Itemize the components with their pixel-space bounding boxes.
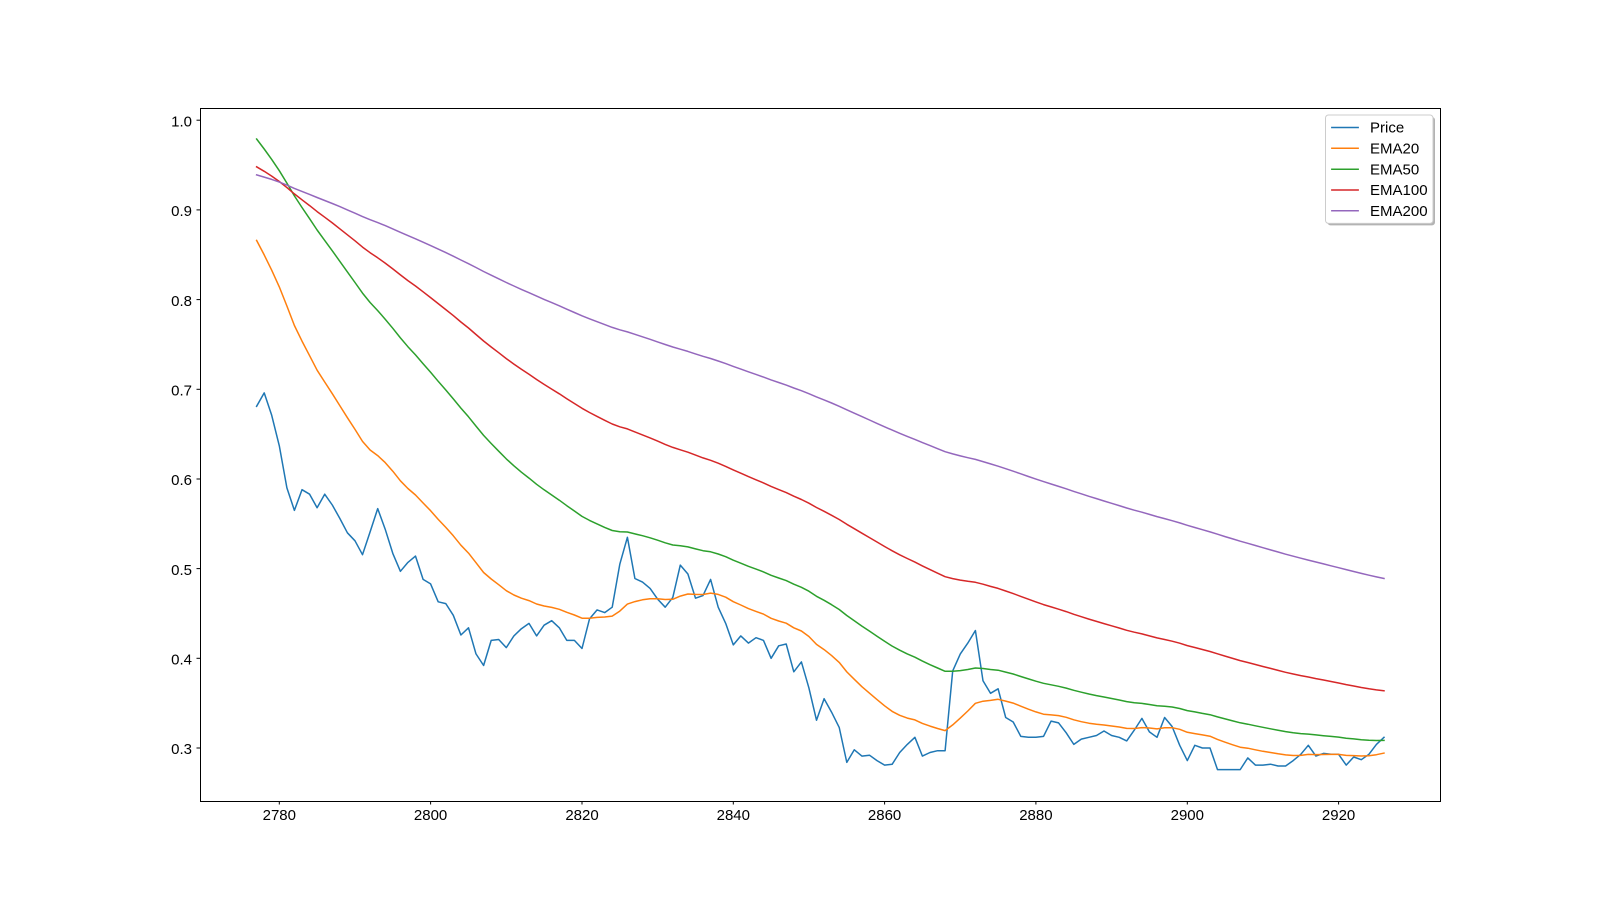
svg-text:2880: 2880 bbox=[1019, 807, 1052, 824]
svg-text:0.7: 0.7 bbox=[171, 383, 192, 400]
svg-text:2820: 2820 bbox=[565, 807, 598, 824]
svg-text:2920: 2920 bbox=[1322, 807, 1355, 824]
svg-text:0.3: 0.3 bbox=[171, 741, 192, 758]
svg-text:0.5: 0.5 bbox=[171, 562, 192, 579]
svg-text:2800: 2800 bbox=[414, 807, 447, 824]
svg-text:2780: 2780 bbox=[263, 807, 296, 824]
svg-text:2900: 2900 bbox=[1171, 807, 1204, 824]
svg-text:0.4: 0.4 bbox=[171, 652, 192, 669]
svg-text:Price: Price bbox=[1370, 120, 1404, 137]
svg-text:EMA50: EMA50 bbox=[1370, 161, 1419, 178]
svg-text:EMA20: EMA20 bbox=[1370, 141, 1419, 158]
svg-text:1.0: 1.0 bbox=[171, 113, 192, 130]
svg-text:EMA200: EMA200 bbox=[1370, 203, 1428, 220]
svg-text:2860: 2860 bbox=[868, 807, 901, 824]
svg-text:2840: 2840 bbox=[717, 807, 750, 824]
svg-text:0.8: 0.8 bbox=[171, 293, 192, 310]
svg-text:EMA100: EMA100 bbox=[1370, 182, 1428, 199]
svg-text:0.6: 0.6 bbox=[171, 472, 192, 489]
svg-text:0.9: 0.9 bbox=[171, 203, 192, 220]
